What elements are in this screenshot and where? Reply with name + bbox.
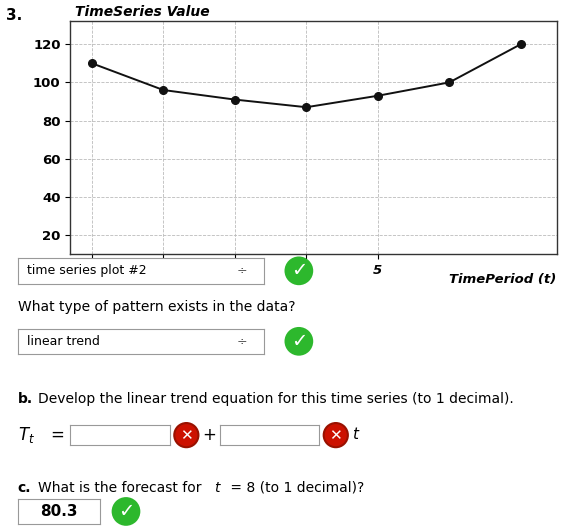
Text: = 8 (to 1 decimal)?: = 8 (to 1 decimal)? bbox=[226, 481, 364, 494]
Text: Develop the linear trend equation for this time series (to 1 decimal).: Develop the linear trend equation for th… bbox=[38, 392, 514, 406]
Text: ✓: ✓ bbox=[118, 502, 134, 521]
Text: ✕: ✕ bbox=[180, 428, 193, 443]
Text: $T_t$: $T_t$ bbox=[18, 425, 35, 445]
Text: t: t bbox=[352, 427, 357, 442]
Text: TimePeriod (t): TimePeriod (t) bbox=[449, 273, 557, 286]
Text: ✓: ✓ bbox=[291, 332, 307, 351]
Text: ✕: ✕ bbox=[329, 428, 342, 443]
Text: ÷: ÷ bbox=[236, 264, 247, 277]
Text: $t$: $t$ bbox=[214, 481, 222, 494]
Text: What type of pattern exists in the data?: What type of pattern exists in the data? bbox=[18, 301, 295, 314]
Text: ✓: ✓ bbox=[291, 261, 307, 280]
Text: TimeSeries Value: TimeSeries Value bbox=[75, 5, 210, 19]
Text: +: + bbox=[202, 426, 216, 444]
Text: time series plot #2: time series plot #2 bbox=[28, 264, 147, 277]
Text: ÷: ÷ bbox=[236, 335, 247, 348]
Text: b.: b. bbox=[18, 392, 33, 406]
Text: 80.3: 80.3 bbox=[40, 504, 77, 519]
Text: =: = bbox=[50, 426, 64, 444]
Text: c.: c. bbox=[18, 481, 31, 494]
Text: What is the forecast for: What is the forecast for bbox=[38, 481, 206, 494]
Text: 3.: 3. bbox=[6, 8, 22, 23]
Text: linear trend: linear trend bbox=[28, 335, 100, 348]
